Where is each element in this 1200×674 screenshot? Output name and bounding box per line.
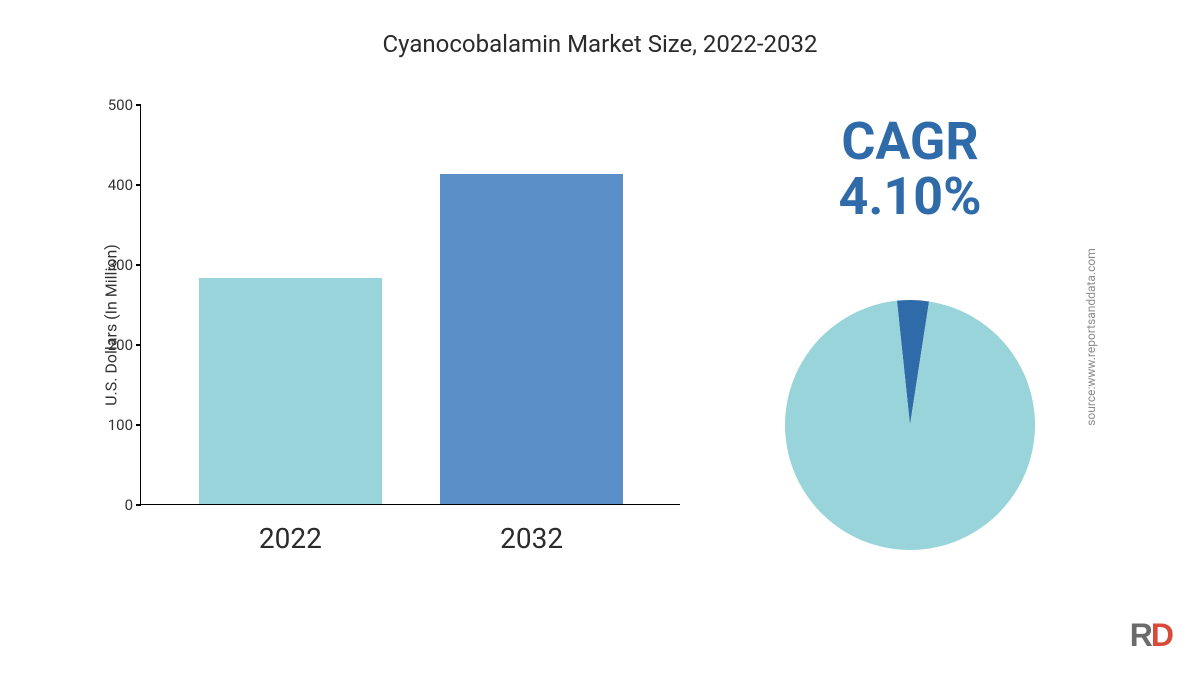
y-tick-label: 500: [108, 96, 133, 114]
y-tick-mark: [136, 184, 141, 186]
bar: [199, 278, 383, 504]
logo-r: R: [1130, 617, 1151, 653]
bar-chart: U.S. Dollars (In Million) 01002003004005…: [100, 105, 680, 545]
y-tick-label: 400: [108, 176, 133, 194]
pie-chart: [785, 300, 1035, 550]
y-tick-mark: [136, 104, 141, 106]
y-tick-label: 200: [108, 336, 133, 354]
cagr-label: CAGR: [770, 115, 1050, 170]
y-tick-mark: [136, 344, 141, 346]
bar: [440, 174, 624, 504]
x-tick-label: 2022: [259, 522, 322, 555]
y-tick-mark: [136, 424, 141, 426]
plot-area: 010020030040050020222032: [140, 105, 680, 505]
cagr-value: 4.10%: [770, 170, 1050, 225]
y-tick-label: 100: [108, 416, 133, 434]
chart-title: Cyanocobalamin Market Size, 2022-2032: [0, 30, 1200, 58]
y-tick-label: 300: [108, 256, 133, 274]
source-attribution: source:www.reportsanddata.com: [1084, 248, 1098, 426]
brand-logo: RD: [1130, 617, 1172, 654]
cagr-block: CAGR 4.10%: [770, 115, 1050, 224]
logo-d: D: [1151, 617, 1172, 653]
y-tick-mark: [136, 504, 141, 506]
y-tick-mark: [136, 264, 141, 266]
x-tick-label: 2032: [500, 522, 563, 555]
y-tick-label: 0: [125, 496, 133, 514]
